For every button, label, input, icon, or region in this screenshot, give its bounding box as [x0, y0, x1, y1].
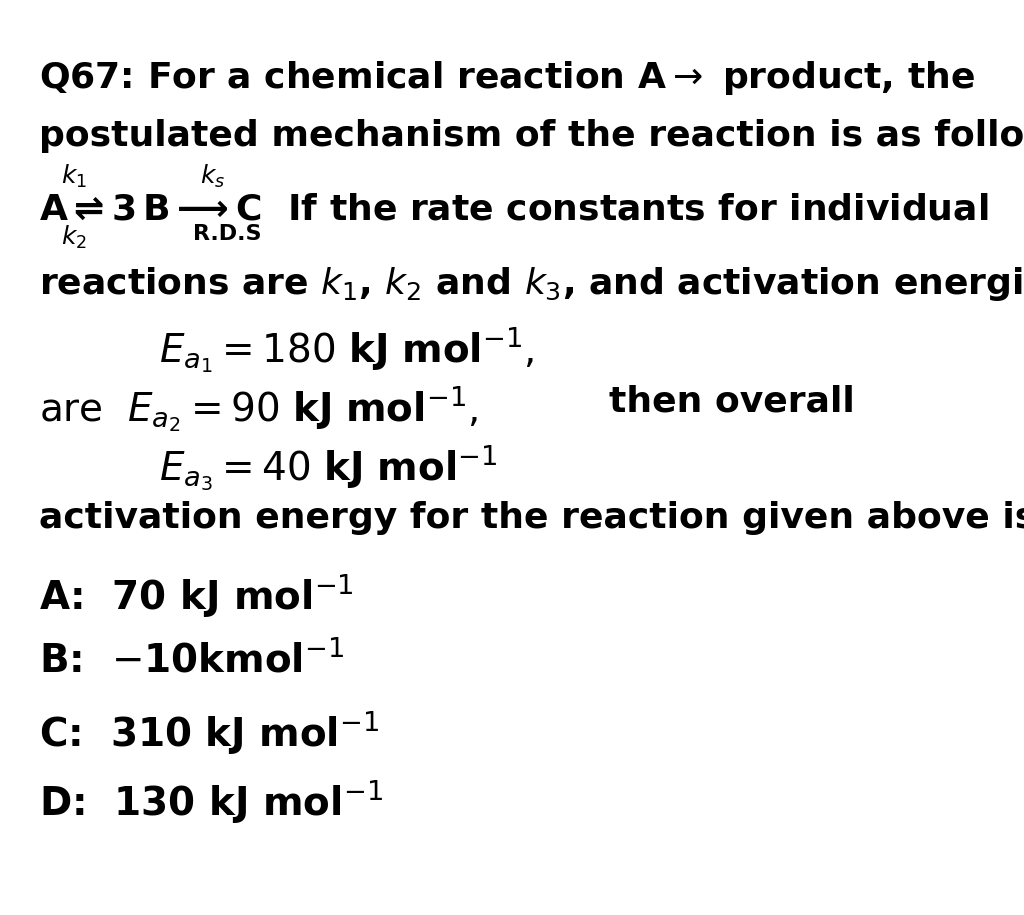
- Text: activation energy for the reaction given above is: activation energy for the reaction given…: [39, 501, 1024, 535]
- Text: reactions are $k_1$, $k_2$ and $k_3$, and activation energies: reactions are $k_1$, $k_2$ and $k_3$, an…: [39, 265, 1024, 304]
- Text: $E_{a_1} = 180\ \mathbf{kJ\ mol}^{-1},$: $E_{a_1} = 180\ \mathbf{kJ\ mol}^{-1},$: [159, 325, 534, 374]
- Text: $k_2$: $k_2$: [61, 224, 87, 252]
- Text: $k_1$: $k_1$: [61, 163, 87, 190]
- Text: then overall: then overall: [609, 384, 855, 418]
- Text: Q67: For a chemical reaction $\mathbf{A} \rightarrow$ product, the: Q67: For a chemical reaction $\mathbf{A}…: [39, 59, 975, 98]
- Text: D:  130 kJ mol$^{-1}$: D: 130 kJ mol$^{-1}$: [39, 778, 383, 824]
- Text: $k_s$: $k_s$: [200, 163, 225, 190]
- Text: are  $E_{a_2} = 90\ \mathbf{kJ\ mol}^{-1},$: are $E_{a_2} = 90\ \mathbf{kJ\ mol}^{-1}…: [39, 384, 478, 434]
- Text: $\mathbf{A \rightleftharpoons 3\,B \longrightarrow C}$  If the rate constants fo: $\mathbf{A \rightleftharpoons 3\,B \long…: [39, 192, 988, 226]
- Text: C:  310 kJ mol$^{-1}$: C: 310 kJ mol$^{-1}$: [39, 709, 379, 756]
- Text: A:  70 kJ mol$^{-1}$: A: 70 kJ mol$^{-1}$: [39, 572, 353, 619]
- Text: B:  $-$10kmol$^{-1}$: B: $-$10kmol$^{-1}$: [39, 640, 344, 680]
- Text: postulated mechanism of the reaction is as follows.: postulated mechanism of the reaction is …: [39, 119, 1024, 153]
- Text: R.D.S: R.D.S: [193, 224, 261, 244]
- Text: $E_{a_3} = 40\ \mathbf{kJ\ mol}^{-1}$: $E_{a_3} = 40\ \mathbf{kJ\ mol}^{-1}$: [159, 444, 498, 493]
